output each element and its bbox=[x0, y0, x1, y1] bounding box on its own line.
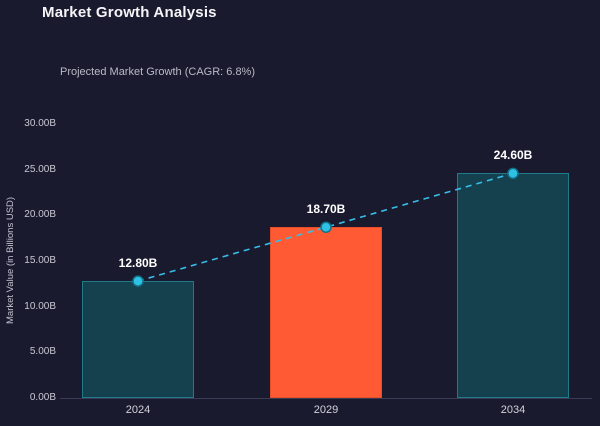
bar-value-label: 18.70B bbox=[306, 202, 346, 217]
chart-subtitle: Projected Market Growth (CAGR: 6.8%) bbox=[60, 66, 256, 78]
bar-2024 bbox=[82, 281, 194, 398]
y-tick-label: 0.00B bbox=[29, 392, 56, 403]
x-axis-line bbox=[60, 398, 592, 399]
y-tick-label: 25.00B bbox=[24, 163, 56, 175]
bar-2029 bbox=[270, 227, 382, 398]
y-tick-label: 10.00B bbox=[24, 300, 56, 312]
x-tick-label: 2024 bbox=[125, 404, 151, 416]
y-tick-label: 20.00B bbox=[24, 209, 56, 221]
bar-2034 bbox=[457, 173, 569, 398]
y-tick-label: 5.00B bbox=[29, 346, 56, 358]
y-tick-label: 15.00B bbox=[24, 255, 56, 266]
chart-title: Market Growth Analysis bbox=[42, 4, 217, 21]
y-tick-label: 30.00B bbox=[24, 118, 56, 129]
x-tick-label: 2029 bbox=[313, 404, 339, 416]
bar-value-label: 12.80B bbox=[118, 256, 158, 271]
bar-value-label: 24.60B bbox=[493, 148, 533, 163]
x-tick-label: 2034 bbox=[500, 404, 526, 416]
